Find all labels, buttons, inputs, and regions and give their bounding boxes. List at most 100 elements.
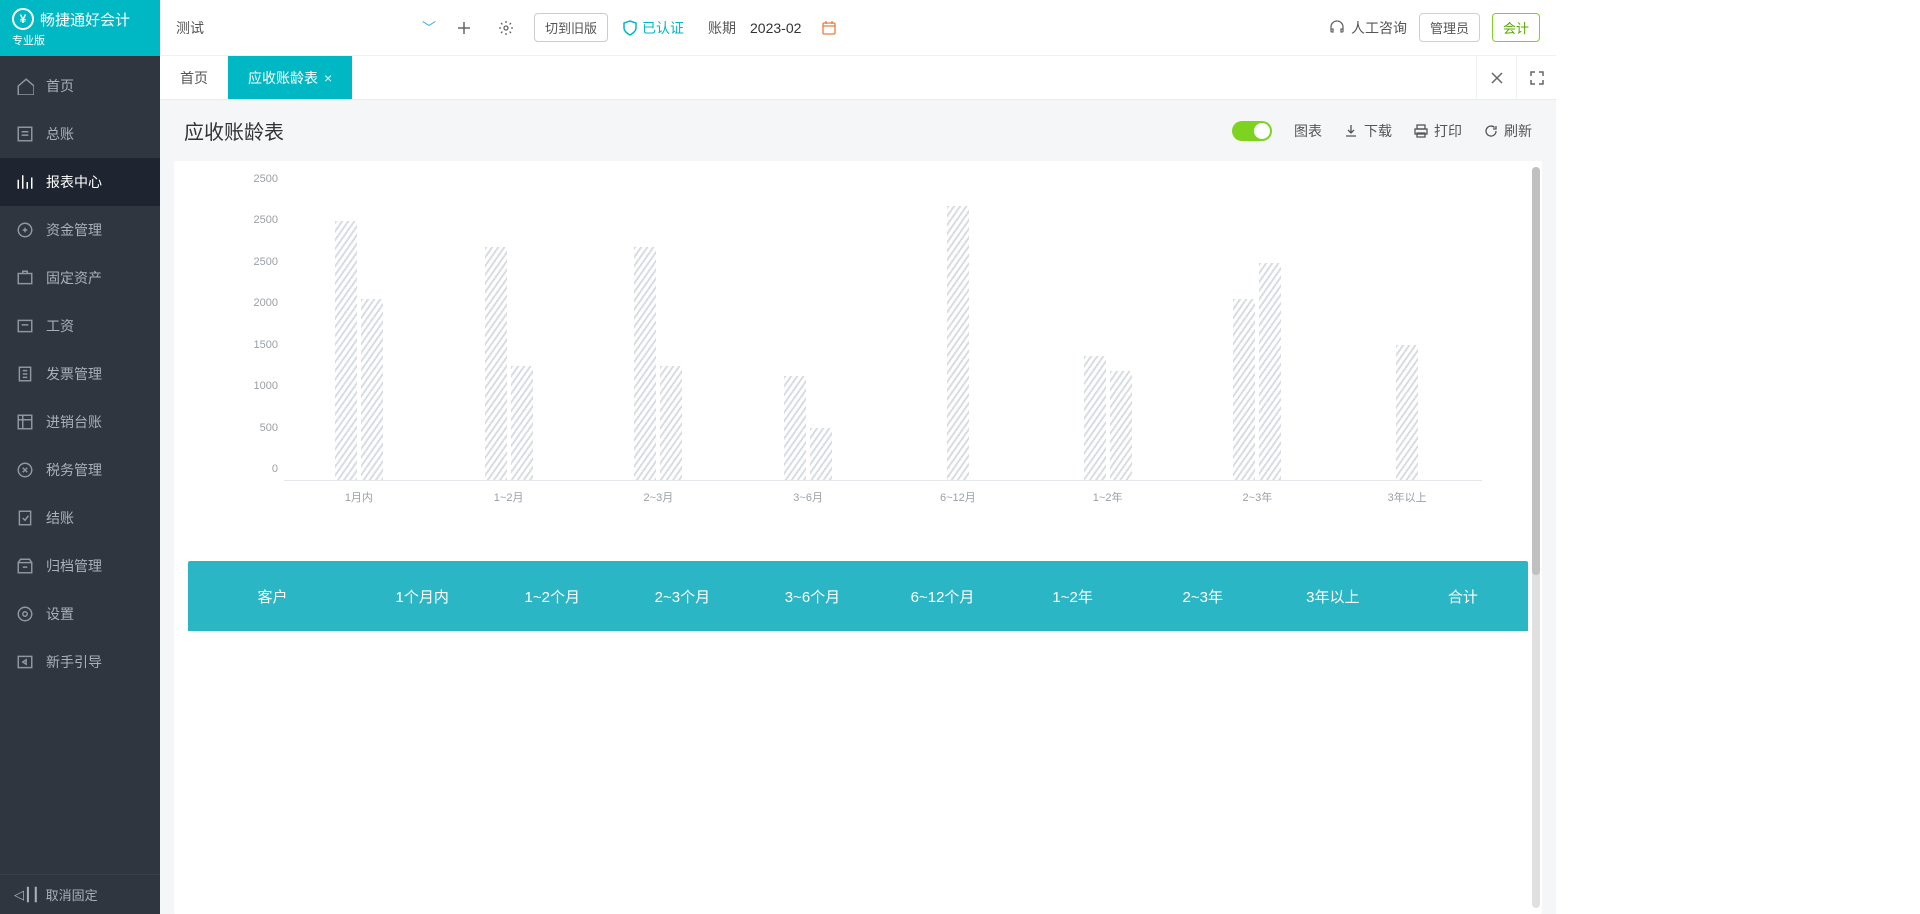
aging-table: 客户1个月内1~2个月2~3个月3~6个月6~12个月1~2年2~3年3年以上合… <box>188 561 1528 671</box>
invoice-icon <box>16 365 34 383</box>
table-column-header: 1~2个月 <box>487 586 617 607</box>
sidebar: ¥ 畅捷通好会计 专业版 首页总账报表中心资金管理固定资产工资发票管理进销台账税… <box>0 0 160 914</box>
table-column-header: 3~6个月 <box>747 586 877 607</box>
y-axis: 0500100015002000250025002500 <box>234 191 284 481</box>
x-category: 6~12月 <box>883 481 1033 521</box>
close-all-tabs-button[interactable] <box>1476 56 1516 100</box>
sidebar-item-home[interactable]: 首页 <box>0 62 160 110</box>
sidebar-pin-label: 取消固定 <box>46 885 98 904</box>
sidebar-item-psi[interactable]: 进销台账 <box>0 398 160 446</box>
brand-name: 畅捷通好会计 <box>40 9 130 30</box>
sidebar-item-label: 工资 <box>46 316 74 336</box>
panel-scrollbar[interactable] <box>1532 167 1540 908</box>
content: 应收账龄表 图表 下载 打印 刷新 <box>160 100 1556 914</box>
table-column-header: 1个月内 <box>357 586 487 607</box>
y-tick: 2500 <box>254 214 278 226</box>
bar <box>660 366 682 480</box>
print-label: 打印 <box>1434 121 1462 141</box>
company-selector[interactable]: 测试 ﹀ <box>176 18 436 38</box>
bar-group <box>1084 356 1132 480</box>
brand-logo: ¥ 畅捷通好会计 专业版 <box>0 0 160 56</box>
close-icon[interactable]: × <box>324 70 332 86</box>
chart-toggle[interactable] <box>1232 121 1272 141</box>
sidebar-item-asset[interactable]: 固定资产 <box>0 254 160 302</box>
gear-icon <box>498 20 514 36</box>
sidebar-item-close-book[interactable]: 结账 <box>0 494 160 542</box>
table-body <box>188 631 1528 671</box>
bar <box>485 247 507 480</box>
print-button[interactable]: 打印 <box>1414 121 1462 141</box>
sidebar-item-invoice[interactable]: 发票管理 <box>0 350 160 398</box>
bar <box>1233 299 1255 480</box>
chevron-down-icon: ﹀ <box>422 18 436 38</box>
calendar-button[interactable] <box>815 14 843 42</box>
tabbar: 首页 应收账龄表 × <box>160 56 1556 100</box>
brand-badge: ¥ <box>12 8 34 30</box>
sidebar-item-label: 固定资产 <box>46 268 102 288</box>
settings-icon <box>16 605 34 623</box>
archive-icon <box>16 557 34 575</box>
sidebar-nav: 首页总账报表中心资金管理固定资产工资发票管理进销台账税务管理结账归档管理设置新手… <box>0 56 160 874</box>
fullscreen-button[interactable] <box>1516 56 1556 100</box>
bar-group <box>947 206 969 480</box>
bar <box>1110 371 1132 480</box>
bar <box>810 428 832 480</box>
y-tick: 2500 <box>254 256 278 268</box>
role-admin-button[interactable]: 管理员 <box>1419 13 1480 42</box>
period-label: 账期 <box>708 18 736 38</box>
download-button[interactable]: 下载 <box>1344 121 1392 141</box>
bar-group <box>1396 345 1418 480</box>
x-category: 2~3月 <box>584 481 734 521</box>
bar <box>1259 263 1281 481</box>
tab-home-label: 首页 <box>180 68 208 88</box>
y-tick: 1500 <box>254 339 278 351</box>
plot-area <box>284 191 1482 481</box>
verified-label: 已认证 <box>642 18 684 38</box>
verified-badge: 已认证 <box>622 18 684 38</box>
table-column-header: 6~12个月 <box>878 586 1008 607</box>
fund-icon <box>16 221 34 239</box>
sidebar-item-tax[interactable]: 税务管理 <box>0 446 160 494</box>
consult-button[interactable]: 人工咨询 <box>1329 18 1407 38</box>
sidebar-item-salary[interactable]: 工资 <box>0 302 160 350</box>
sidebar-item-report[interactable]: 报表中心 <box>0 158 160 206</box>
scrollbar-thumb[interactable] <box>1532 167 1540 575</box>
sidebar-item-ledger[interactable]: 总账 <box>0 110 160 158</box>
switch-old-version-button[interactable]: 切到旧版 <box>534 13 608 42</box>
sidebar-item-archive[interactable]: 归档管理 <box>0 542 160 590</box>
bar <box>1084 356 1106 480</box>
bar-group <box>784 376 832 480</box>
period-value: 2023-02 <box>750 20 801 36</box>
brand-edition: 专业版 <box>12 32 148 48</box>
bar <box>634 247 656 480</box>
sidebar-item-settings[interactable]: 设置 <box>0 590 160 638</box>
sidebar-item-label: 资金管理 <box>46 220 102 240</box>
role-accountant-button[interactable]: 会计 <box>1492 13 1540 42</box>
settings-button[interactable] <box>492 14 520 42</box>
topbar: 测试 ﹀ 切到旧版 已认证 账期 2023-02 <box>160 0 1556 56</box>
table-column-header: 1~2年 <box>1008 586 1138 607</box>
chart-panel: 0500100015002000250025002500 1月内1~2月2~3月… <box>174 161 1542 914</box>
expand-icon <box>1530 71 1544 85</box>
bar <box>361 299 383 480</box>
report-icon <box>16 173 34 191</box>
x-category: 1月内 <box>284 481 434 521</box>
sidebar-item-guide[interactable]: 新手引导 <box>0 638 160 686</box>
refresh-button[interactable]: 刷新 <box>1484 121 1532 141</box>
sidebar-item-fund[interactable]: 资金管理 <box>0 206 160 254</box>
tab-receivables-aging[interactable]: 应收账龄表 × <box>228 56 352 99</box>
tab-home[interactable]: 首页 <box>160 56 228 99</box>
plus-icon <box>456 20 472 36</box>
sidebar-pin-toggle[interactable]: ◁┃┃ 取消固定 <box>0 874 160 914</box>
refresh-icon <box>1484 124 1498 138</box>
x-axis: 1月内1~2月2~3月3~6月6~12月1~2年2~3年3年以上 <box>284 481 1482 521</box>
add-button[interactable] <box>450 14 478 42</box>
aging-bar-chart: 0500100015002000250025002500 1月内1~2月2~3月… <box>234 191 1482 521</box>
chart-toggle-label: 图表 <box>1294 121 1322 141</box>
psi-icon <box>16 413 34 431</box>
salary-icon <box>16 317 34 335</box>
consult-label: 人工咨询 <box>1351 18 1407 38</box>
headset-icon <box>1329 20 1345 36</box>
x-category: 3年以上 <box>1332 481 1482 521</box>
sidebar-item-label: 税务管理 <box>46 460 102 480</box>
